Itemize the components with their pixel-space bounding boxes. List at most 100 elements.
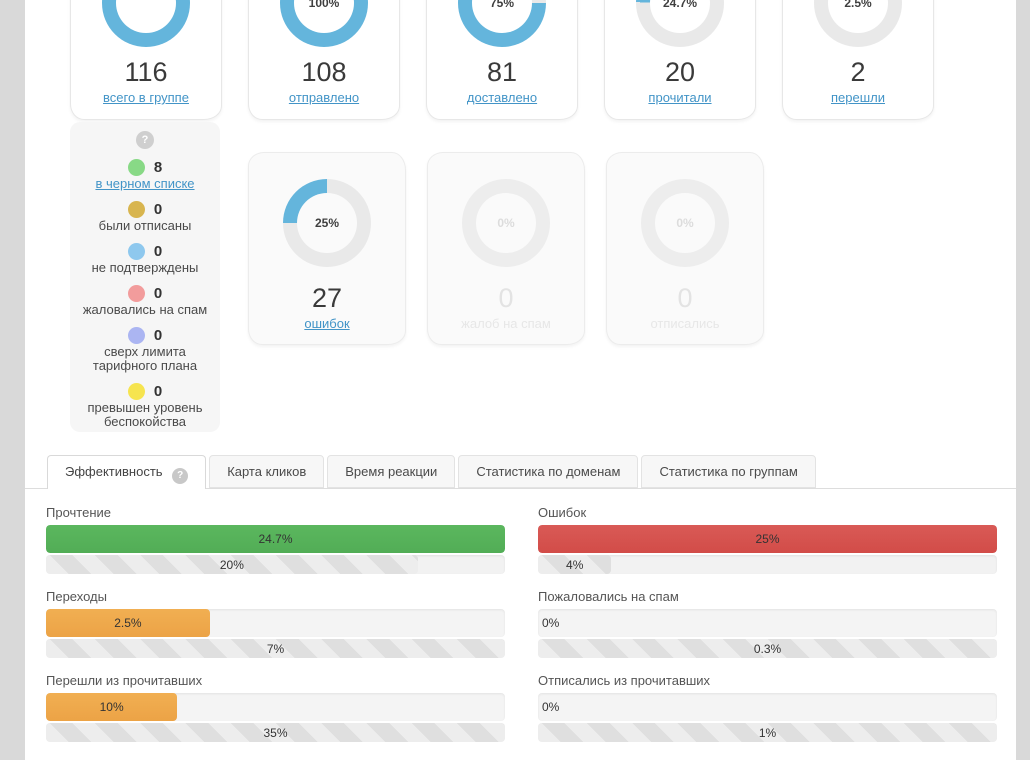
legend-color-dot (127, 327, 145, 344)
card-errors: 25% 27 ошибок (248, 152, 406, 345)
stat-value: 81 (486, 57, 518, 87)
stat-value: 0 (498, 283, 514, 313)
legend-count: 0 (153, 243, 163, 260)
legend-count: 8 (153, 159, 163, 176)
metric-average-fill: 4% (538, 555, 612, 574)
metric-value-fill: 0% (538, 693, 997, 721)
tab-effectiveness[interactable]: Эффективность ? (47, 455, 207, 489)
donut-percent-label: 24.7% (662, 0, 698, 10)
tab-domain-stats[interactable]: Статистика по доменам (458, 455, 639, 488)
donut-hole: 0% (655, 193, 715, 253)
metric-average-bar: 4% (538, 555, 997, 574)
donut-percent-label: 0% (676, 216, 694, 230)
metric-value-bar: 24.7% (46, 525, 505, 553)
tab-reaction-time[interactable]: Время реакции (327, 455, 456, 488)
legend-label: сверх лимита тарифного плана (92, 344, 198, 373)
donut-hole: 2.5% (828, 0, 888, 33)
metric-value-bar: 2.5% (46, 609, 505, 637)
stat-value: 116 (124, 57, 168, 87)
card-total-in-group: 116 всего в группе (70, 0, 222, 120)
metric-title: Ошибок (538, 505, 587, 520)
metric-value-fill: 10% (46, 693, 178, 721)
stat-label-link[interactable]: отправлено (288, 90, 360, 105)
card-spam-complaints: 0% 0 жалоб на спам (427, 152, 585, 345)
metric-value-fill: 0% (538, 609, 997, 637)
donut-chart: 25% (283, 179, 371, 267)
metric-average-label: 20% (219, 558, 244, 572)
donut-percent-label: 75% (489, 0, 515, 10)
metric-average-label: 1% (758, 726, 777, 740)
metrics-column-right: Ошибок 25% 4% Пожаловались на спам 0% 0.… (538, 505, 997, 757)
donut-chart: 75% (458, 0, 546, 47)
metric-value-fill: 24.7% (46, 525, 505, 553)
legend-count: 0 (153, 285, 163, 302)
donut-hole (116, 0, 176, 33)
metric-value-bar: 10% (46, 693, 505, 721)
stat-label-link[interactable]: перешли (830, 90, 885, 105)
metric-average-label: 4% (566, 558, 584, 572)
legend-label: превышен уровень беспокойства (87, 400, 203, 429)
metric-value-label: 25% (755, 532, 780, 546)
metric-average-fill: 1% (538, 723, 997, 742)
card-read: 24.7% 20 прочитали (604, 0, 756, 120)
legend-spam-complained: 0 жаловались на спам (78, 285, 212, 317)
metric-click-from-read: Перешли из прочитавших 10% 35% (46, 673, 505, 742)
tab-click-map[interactable]: Карта кликов (209, 455, 325, 488)
stat-label-link[interactable]: доставлено (466, 90, 538, 105)
metric-average-bar: 0.3% (538, 639, 997, 658)
help-icon[interactable]: ? (172, 468, 189, 484)
legend-over-plan-limit: 0 сверх лимита тарифного плана (78, 327, 212, 373)
legend-label: жаловались на спам (82, 302, 208, 317)
legend-color-dot (127, 383, 145, 400)
metric-value-bar: 0% (538, 693, 997, 721)
help-icon[interactable]: ? (136, 131, 154, 149)
donut-hole: 0% (476, 193, 536, 253)
legend-color-dot (127, 285, 145, 302)
legend-color-dot (127, 159, 145, 176)
legend-anxiety-exceeded: 0 превышен уровень беспокойства (78, 383, 212, 429)
legend-label[interactable]: в черном списке (95, 176, 195, 191)
stat-label-link[interactable]: прочитали (648, 90, 712, 105)
metric-value-label: 0% (542, 616, 560, 630)
donut-hole: 100% (294, 0, 354, 33)
legend-blacklisted: 8 в черном списке (78, 159, 212, 191)
card-clicked: 2.5% 2 перешли (782, 0, 934, 120)
donut-chart: 0% (641, 179, 729, 267)
legend-count: 0 (153, 327, 163, 344)
metric-title: Перешли из прочитавших (46, 673, 203, 688)
stat-label-link[interactable]: всего в группе (103, 90, 189, 105)
subscribers-legend-panel: ? 8 в черном списке 0 были отписаны 0 не… (70, 122, 220, 432)
metric-value-bar: 25% (538, 525, 997, 553)
metric-value-label: 10% (99, 700, 124, 714)
legend-color-dot (127, 201, 145, 218)
metric-read-rate: Прочтение 24.7% 20% (46, 505, 505, 574)
tab-bar: Эффективность ? Карта кликов Время реакц… (47, 455, 819, 489)
tab-group-stats[interactable]: Статистика по группам (641, 455, 816, 488)
stat-value: 108 (301, 57, 347, 87)
tab-label: Эффективность (65, 464, 163, 479)
stat-value: 2 (850, 57, 866, 87)
tab-label: Статистика по группам (659, 464, 798, 479)
metric-spam-rate: Пожаловались на спам 0% 0.3% (538, 589, 997, 658)
metric-title: Прочтение (46, 505, 111, 520)
stat-value: 0 (677, 283, 693, 313)
legend-label: были отписаны (98, 218, 192, 233)
metric-average-label: 35% (263, 726, 288, 740)
metric-click-rate: Переходы 2.5% 7% (46, 589, 505, 658)
content-area: 116 всего в группе 100% 108 отправлено 7… (25, 0, 1016, 760)
metric-title: Переходы (46, 589, 107, 604)
metric-average-fill: 20% (46, 555, 418, 574)
second-stats-row: 25% 27 ошибок 0% 0 жалоб на спам 0% 0 от… (248, 152, 764, 345)
donut-percent-label: 2.5% (844, 0, 872, 10)
legend-not-confirmed: 0 не подтверждены (78, 243, 212, 275)
stat-label-link[interactable]: ошибок (304, 316, 350, 331)
metric-average-label: 0.3% (753, 642, 782, 656)
donut-hole: 24.7% (650, 0, 710, 33)
card-unsubscribed: 0% 0 отписались (606, 152, 764, 345)
donut-chart (102, 0, 190, 47)
metric-unsub-from-read: Отписались из прочитавших 0% 1% (538, 673, 997, 742)
metric-value-fill: 25% (538, 525, 997, 553)
tab-label: Статистика по доменам (476, 464, 621, 479)
metric-average-fill: 35% (46, 723, 505, 742)
